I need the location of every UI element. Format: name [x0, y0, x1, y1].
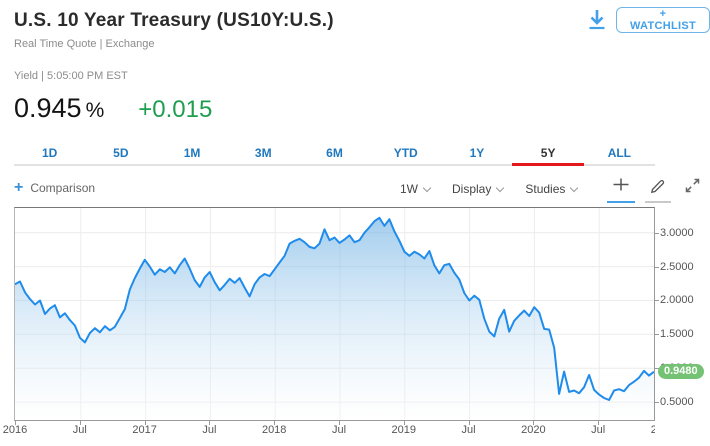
x-axis-label: 2019: [391, 424, 417, 436]
interval-dropdown[interactable]: 1W: [400, 182, 432, 196]
x-tick: [598, 421, 600, 425]
x-axis-label: 2017: [132, 424, 157, 436]
x-tick: [79, 421, 81, 425]
y-axis-label: 2.5000: [660, 261, 694, 273]
x-tick: [468, 421, 470, 425]
y-axis-label: 0.5000: [660, 396, 694, 408]
x-tick: [209, 421, 211, 425]
chevron-down-icon: [422, 183, 432, 192]
tab-6m[interactable]: 6M: [326, 146, 343, 160]
tab-1d[interactable]: 1D: [41, 146, 58, 160]
x-axis-label: Jul: [591, 424, 606, 436]
quote-source-label: Real Time Quote | Exchange: [14, 38, 155, 50]
yield-timestamp-label: Yield | 5:05:00 PM EST: [14, 70, 128, 82]
download-icon[interactable]: [586, 8, 608, 32]
crosshair-tool-button[interactable]: [607, 176, 636, 203]
x-axis-label: 2018: [261, 424, 287, 436]
y-tick: [655, 402, 659, 403]
last-price-badge: 0.9480: [658, 364, 704, 379]
y-tick: [655, 334, 659, 335]
x-axis-label: 2020: [521, 424, 546, 436]
y-tick: [655, 267, 659, 268]
quote-row: 0.945 % +0.015: [14, 93, 212, 124]
price-chart[interactable]: [14, 207, 655, 421]
tab-3m[interactable]: 3M: [254, 146, 272, 160]
tab-1m[interactable]: 1M: [183, 146, 201, 160]
x-tick: [403, 421, 405, 425]
yield-unit: %: [85, 99, 105, 122]
chart-controls: 1W Display Studies: [400, 176, 700, 203]
x-tick: [533, 421, 535, 425]
tab-5d[interactable]: 5D: [113, 146, 129, 160]
y-axis-label: 2.0000: [660, 294, 694, 306]
x-tick: [274, 421, 276, 425]
display-dropdown[interactable]: Display: [452, 182, 505, 196]
yield-change: +0.015: [138, 96, 213, 123]
y-tick: [655, 300, 659, 301]
x-axis-label: Jul: [331, 424, 347, 436]
x-tick: [15, 421, 17, 425]
add-comparison-button[interactable]: + Comparison: [14, 179, 96, 196]
x-axis-label: Jul: [461, 424, 476, 436]
tab-1y[interactable]: 1Y: [469, 146, 485, 160]
comparison-label: Comparison: [30, 181, 96, 195]
y-tick: [655, 233, 659, 234]
yield-value: 0.945: [14, 93, 82, 123]
y-axis-label: 1.5000: [660, 328, 694, 340]
y-axis-label: 3.0000: [660, 227, 694, 239]
tab-5y-active[interactable]: 5Y: [540, 146, 556, 160]
add-watchlist-button[interactable]: + WATCHLIST: [616, 7, 710, 33]
studies-dropdown[interactable]: Studies: [525, 182, 579, 196]
x-axis-label: Jul: [202, 424, 217, 436]
tab-active-indicator: [512, 163, 584, 166]
display-label: Display: [452, 182, 492, 196]
fullscreen-expand-button[interactable]: [681, 176, 704, 203]
studies-label: Studies: [525, 182, 566, 196]
tool-underline: [645, 200, 672, 203]
plus-icon: +: [14, 179, 24, 196]
interval-label: 1W: [400, 182, 418, 196]
x-tick: [144, 421, 146, 425]
x-axis-label: 2016: [2, 424, 28, 436]
tab-underline: [14, 164, 655, 166]
x-axis-labels: 2016 Jul 2017 Jul 2018 Jul 2019 Jul 2020 Jul 2021: [0, 424, 655, 439]
tab-ytd[interactable]: YTD: [393, 146, 418, 160]
x-tick: [338, 421, 340, 425]
y-tick: [655, 368, 659, 369]
range-tab-bar: 1D 5D 1M 3M 6M YTD 1Y 5Y ALL: [14, 146, 655, 170]
x-axis-label: 2021: [650, 424, 655, 436]
active-tool-indicator: [607, 200, 636, 203]
chevron-down-icon: [570, 183, 579, 192]
x-axis-label: Jul: [72, 424, 87, 436]
chevron-down-icon: [496, 183, 505, 192]
tab-all[interactable]: ALL: [607, 146, 632, 160]
page-title: U.S. 10 Year Treasury (US10Y:U.S.): [14, 10, 334, 31]
draw-pencil-button[interactable]: [645, 176, 672, 203]
